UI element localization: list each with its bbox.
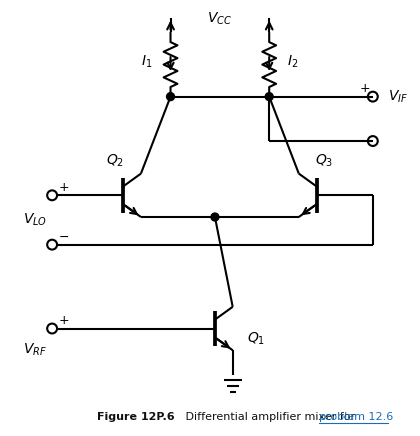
- Text: $Q_3$: $Q_3$: [315, 153, 333, 169]
- Text: $Q_1$: $Q_1$: [247, 330, 266, 347]
- Text: problem 12.6: problem 12.6: [318, 412, 393, 422]
- Text: $Q_2$: $Q_2$: [106, 153, 124, 169]
- Text: $I_1$: $I_1$: [142, 54, 153, 70]
- Text: $V_{LO}$: $V_{LO}$: [23, 212, 47, 228]
- Text: +: +: [59, 314, 69, 327]
- Text: +: +: [59, 181, 69, 194]
- Text: $I_2$: $I_2$: [287, 54, 298, 70]
- Text: Figure 12P.6: Figure 12P.6: [97, 412, 174, 422]
- Text: $V_{IF}$: $V_{IF}$: [388, 89, 408, 105]
- Text: +: +: [360, 82, 370, 95]
- Text: $V_{RF}$: $V_{RF}$: [23, 342, 47, 358]
- Circle shape: [265, 93, 273, 101]
- Circle shape: [211, 213, 219, 221]
- Text: $-$: $-$: [58, 230, 70, 243]
- Circle shape: [167, 93, 174, 101]
- Text: $V_{CC}$: $V_{CC}$: [207, 11, 232, 27]
- Text: Differential amplifier mixer for: Differential amplifier mixer for: [182, 412, 359, 422]
